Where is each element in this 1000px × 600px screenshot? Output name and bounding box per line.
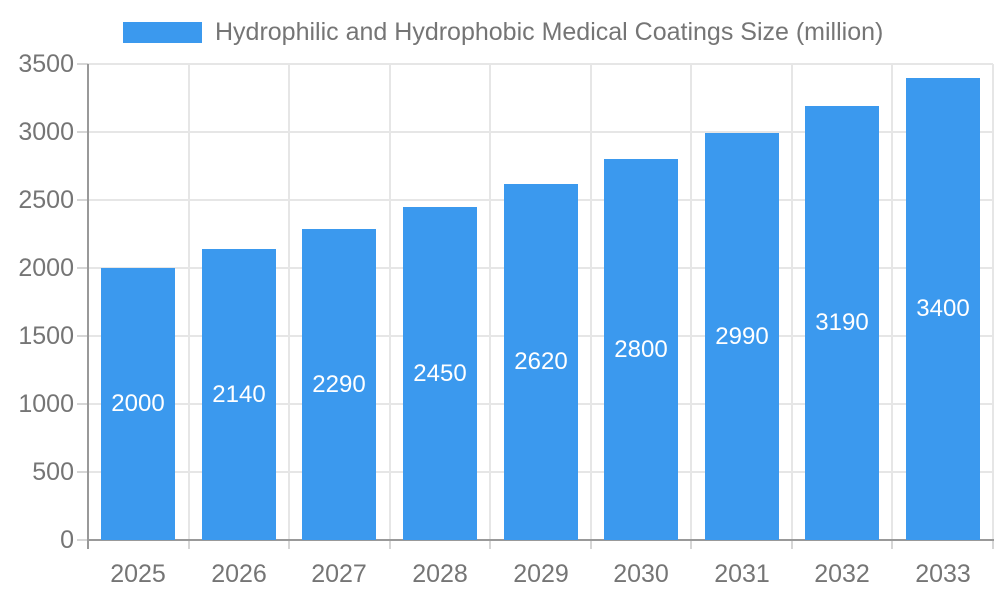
legend-label[interactable]: Hydrophilic and Hydrophobic Medical Coat… <box>215 18 884 46</box>
y-axis-tick-label: 500 <box>32 458 74 486</box>
y-axis-tick <box>77 471 88 473</box>
y-axis-tick <box>77 63 88 65</box>
x-gridline <box>589 64 592 540</box>
bar-value-label: 3400 <box>916 295 970 322</box>
x-axis-label: 2025 <box>110 560 166 588</box>
y-axis-tick-label: 2000 <box>18 254 74 282</box>
y-axis-tick-label: 1000 <box>18 390 74 418</box>
y-axis-tick-label: 3000 <box>18 118 74 146</box>
x-gridline <box>288 64 291 540</box>
y-axis-tick-label: 3500 <box>18 50 74 78</box>
x-axis-label: 2028 <box>412 560 468 588</box>
legend-swatch[interactable] <box>123 22 202 43</box>
x-gridline <box>388 64 391 540</box>
y-axis-tick-label: 1500 <box>18 322 74 350</box>
y-axis-tick <box>77 131 88 133</box>
bar-value-label: 2800 <box>614 335 668 363</box>
x-axis-label: 2029 <box>513 560 569 588</box>
x-axis-tick <box>589 540 592 549</box>
bar-2031[interactable]: 2990 <box>705 133 779 540</box>
x-axis-tick <box>489 540 492 549</box>
x-axis-line <box>87 539 994 541</box>
bar-value-label: 2450 <box>413 359 467 387</box>
x-axis-label: 2030 <box>613 560 669 588</box>
legend[interactable]: Hydrophilic and Hydrophobic Medical Coat… <box>123 18 884 46</box>
y-axis-line <box>87 64 89 549</box>
x-gridline <box>891 64 894 540</box>
x-axis-label: 2027 <box>311 560 367 588</box>
x-axis-label: 2033 <box>915 560 971 588</box>
bar-value-label: 2000 <box>111 390 165 417</box>
x-gridline <box>690 64 693 540</box>
bar-2029[interactable]: 2620 <box>504 184 578 540</box>
x-axis-tick <box>891 540 894 549</box>
bar-value-label: 2290 <box>312 370 366 398</box>
y-axis-tick-label: 2500 <box>18 186 74 214</box>
x-axis-tick <box>288 540 291 549</box>
x-axis-tick <box>992 540 994 549</box>
x-axis-label: 2031 <box>714 560 770 588</box>
y-axis-tick <box>77 199 88 201</box>
x-axis-tick <box>187 540 190 549</box>
bar-2032[interactable]: 3190 <box>805 106 879 540</box>
x-axis-label: 2026 <box>211 560 267 588</box>
y-gridline <box>88 63 993 65</box>
bar-value-label: 2620 <box>514 348 568 375</box>
bar-2025[interactable]: 2000 <box>101 268 175 540</box>
x-axis-label: 2032 <box>814 560 870 588</box>
bar-value-label: 2990 <box>715 322 769 350</box>
x-axis-tick <box>790 540 793 549</box>
y-axis-tick <box>77 403 88 405</box>
bar-2028[interactable]: 2450 <box>403 207 477 540</box>
bar-2030[interactable]: 2800 <box>604 159 678 540</box>
x-gridline <box>489 64 492 540</box>
y-axis-tick <box>77 539 88 541</box>
bar-value-label: 2140 <box>212 380 266 408</box>
x-axis-tick <box>690 540 693 549</box>
y-axis-tick <box>77 267 88 269</box>
x-gridline <box>790 64 793 540</box>
x-gridline <box>992 64 994 540</box>
y-axis-tick-label: 0 <box>60 526 74 554</box>
x-gridline <box>187 64 190 540</box>
bar-2033[interactable]: 3400 <box>906 78 980 540</box>
bar-2026[interactable]: 2140 <box>202 249 276 540</box>
y-gridline <box>88 131 993 133</box>
x-axis-tick <box>388 540 391 549</box>
bar-value-label: 3190 <box>815 309 869 336</box>
bar-2027[interactable]: 2290 <box>302 229 376 540</box>
y-axis-tick <box>77 335 88 337</box>
